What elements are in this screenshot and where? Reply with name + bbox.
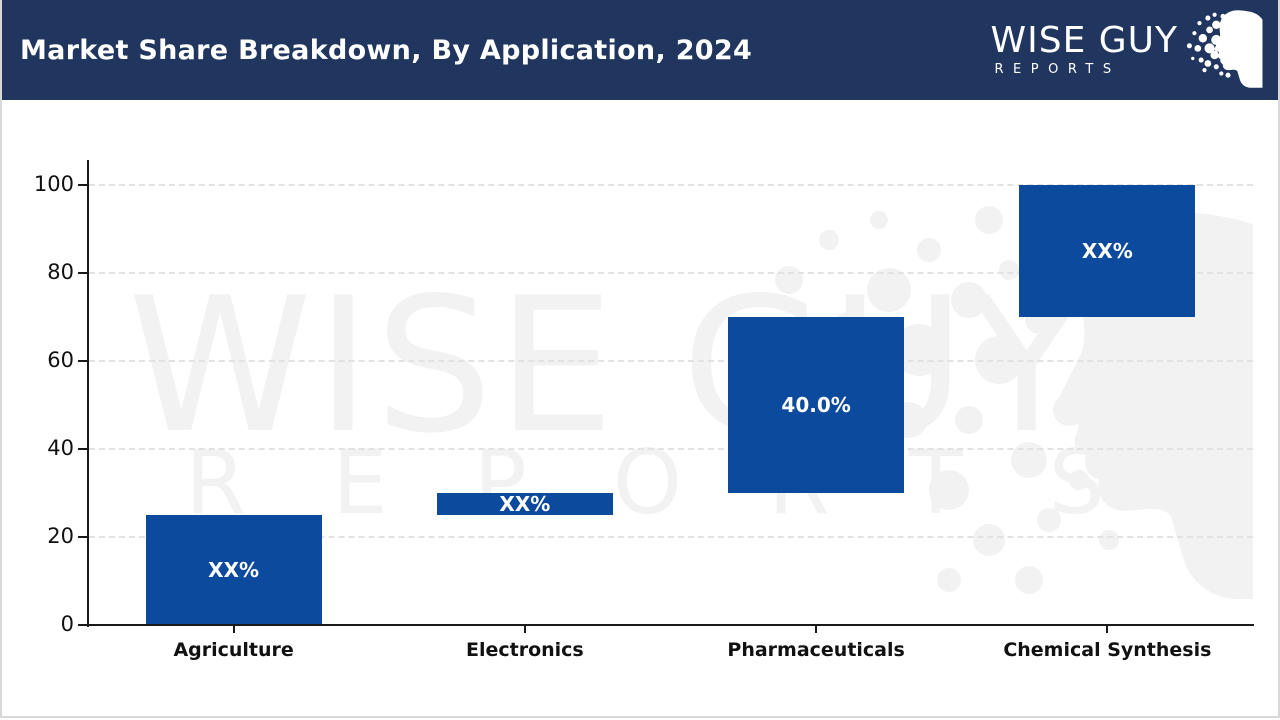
bar-value-label: XX% (499, 492, 551, 516)
y-gridline-20 (89, 536, 1253, 538)
bar-value-label: XX% (208, 558, 260, 582)
x-axis-label-0: Agriculture (173, 639, 294, 661)
y-tick-label-40: 40 (47, 436, 74, 460)
x-tick-0 (232, 626, 235, 633)
y-gridline-40 (89, 448, 1253, 450)
brand-tagline: REPORTS (994, 62, 1121, 77)
y-tick-label-0: 0 (60, 612, 74, 636)
chart-area: WISE GUY REPORTS 0 20 40 60 80 100 XX% Agricult… (0, 100, 1280, 720)
y-tick-80 (78, 272, 87, 274)
bar-electronics: XX% (436, 492, 613, 516)
bar-value-label: 40.0% (781, 393, 851, 417)
y-tick-20 (78, 536, 87, 538)
y-tick-label-20: 20 (47, 524, 74, 548)
x-axis-line (87, 624, 1254, 626)
x-tick-2 (815, 626, 818, 633)
header-bar: Market Share Breakdown, By Application, … (0, 0, 1280, 100)
y-tick-40 (78, 448, 87, 450)
y-gridline-60 (89, 360, 1253, 362)
plot-area: 0 20 40 60 80 100 XX% Agriculture XX% Electronics… (0, 100, 1280, 720)
page-title: Market Share Breakdown, By Application, … (20, 34, 753, 66)
wiseguy-face-icon (1186, 10, 1263, 88)
bar-chemical-synthesis: XX% (1019, 185, 1196, 317)
y-axis-line (87, 160, 89, 627)
x-tick-3 (1106, 626, 1109, 633)
y-tick-60 (78, 360, 87, 362)
brand-name: WISE GUY (990, 20, 1178, 61)
x-axis-label-1: Electronics (465, 639, 584, 661)
y-tick-label-60: 60 (47, 348, 74, 372)
y-gridline-80 (89, 272, 1253, 274)
bar-pharmaceuticals: 40.0% (728, 317, 905, 493)
bar-value-label: XX% (1081, 239, 1133, 263)
x-tick-1 (523, 626, 526, 633)
y-tick-0 (78, 624, 87, 626)
bar-agriculture: XX% (145, 515, 322, 625)
y-tick-100 (78, 184, 87, 186)
x-axis-label-3: Chemical Synthesis (1003, 639, 1212, 661)
x-axis-label-2: Pharmaceuticals (727, 639, 905, 661)
y-tick-label-80: 80 (47, 260, 74, 284)
brand-logo-text: WISE GUY REPORTS (990, 20, 1179, 78)
brand-logo: WISE GUY REPORTS (991, 8, 1280, 92)
y-tick-label-100: 100 (33, 172, 74, 196)
y-gridline-100 (89, 184, 1253, 186)
